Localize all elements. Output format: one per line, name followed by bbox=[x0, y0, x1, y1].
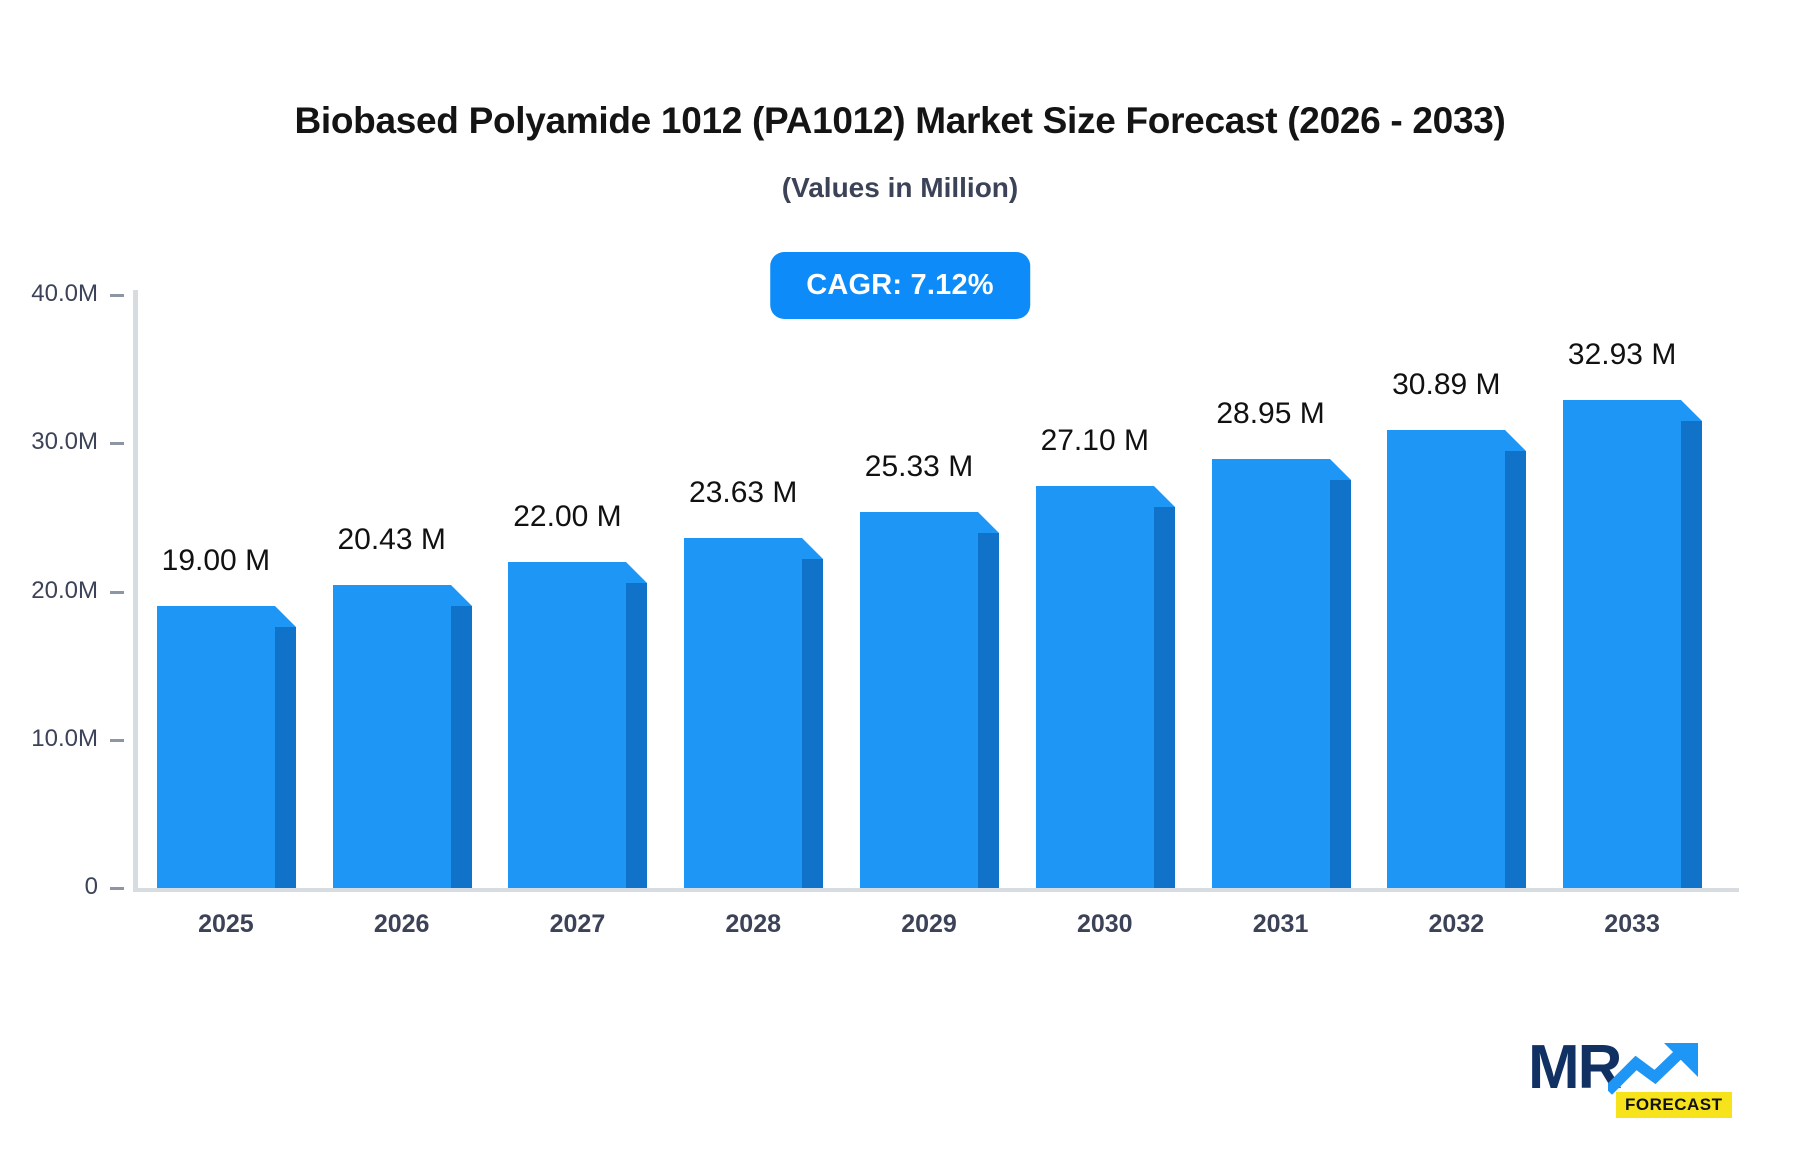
y-axis-tick-label: 30.0M bbox=[31, 428, 98, 456]
bar-top-face bbox=[1329, 458, 1351, 480]
bar-top-face bbox=[978, 512, 999, 534]
bar-column[interactable]: 25.33 M bbox=[860, 450, 999, 888]
y-axis-tick-mark bbox=[110, 590, 124, 594]
bar-top-face bbox=[1681, 399, 1703, 421]
y-axis-line bbox=[133, 290, 138, 892]
bar-side-face bbox=[978, 533, 999, 888]
x-axis-label: 2033 bbox=[1604, 910, 1660, 938]
bar-top-face bbox=[802, 537, 824, 559]
bar-value-label: 25.33 M bbox=[864, 450, 974, 484]
bar-value-label: 32.93 M bbox=[1567, 337, 1677, 371]
x-axis-label: 2030 bbox=[1076, 910, 1133, 938]
x-axis-label: 2032 bbox=[1428, 910, 1485, 938]
bar-side-face bbox=[274, 627, 296, 888]
bar-side-face bbox=[802, 558, 824, 888]
x-axis-label: 2028 bbox=[725, 910, 782, 938]
y-axis-tick-label: 20.0M bbox=[31, 576, 98, 604]
bar-column[interactable]: 23.63 M bbox=[684, 476, 824, 888]
y-axis-tick-label: 10.0M bbox=[31, 724, 98, 752]
bar-top-face bbox=[450, 585, 472, 607]
bar-side-face bbox=[450, 606, 472, 888]
bar-column[interactable]: 19.00 M bbox=[156, 544, 296, 888]
bar-front-face bbox=[1211, 458, 1330, 888]
bar-front-face bbox=[860, 512, 978, 888]
bar-front-face bbox=[1563, 399, 1682, 888]
y-axis-tick-label: 0 bbox=[84, 873, 98, 900]
bar-value-label: 30.89 M bbox=[1392, 368, 1501, 402]
bar-side-face bbox=[1153, 507, 1175, 888]
bar-side-face bbox=[1505, 451, 1527, 888]
bar-side-face bbox=[1329, 479, 1351, 888]
y-axis-tick-label: 40.0M bbox=[31, 280, 98, 307]
bar-front-face bbox=[684, 537, 803, 888]
bar-value-label: 23.63 M bbox=[689, 475, 798, 509]
bar-column[interactable]: 27.10 M bbox=[1035, 424, 1175, 888]
y-axis-tick-mark bbox=[110, 442, 124, 446]
chart-subtitle: (Values in Million) bbox=[781, 172, 1019, 203]
logo-wordmark: MR bbox=[1528, 1033, 1622, 1102]
bar-column[interactable]: 32.93 M bbox=[1563, 338, 1703, 888]
y-axis-tick-mark bbox=[110, 738, 124, 742]
x-axis-label: 2029 bbox=[901, 910, 957, 938]
y-axis-tick-mark bbox=[110, 294, 124, 297]
bar-value-label: 28.95 M bbox=[1216, 396, 1325, 430]
logo-tagline: FORECAST bbox=[1616, 1092, 1732, 1118]
bar-column[interactable]: 30.89 M bbox=[1387, 368, 1527, 888]
bar-column[interactable]: 22.00 M bbox=[508, 500, 648, 888]
bar-front-face bbox=[156, 606, 275, 888]
cagr-badge: CAGR: 7.12% bbox=[770, 252, 1030, 319]
mr-forecast-logo: MR FORECAST bbox=[1528, 1033, 1732, 1125]
bar-value-label: 22.00 M bbox=[513, 499, 622, 533]
bar-value-label: 20.43 M bbox=[337, 523, 446, 557]
y-axis-tick-mark bbox=[110, 887, 124, 890]
bar-top-face bbox=[626, 561, 648, 583]
bar-side-face bbox=[626, 582, 648, 888]
bar-front-face bbox=[1387, 430, 1506, 888]
bar-top-face bbox=[274, 606, 296, 628]
x-axis-label: 2027 bbox=[549, 910, 606, 938]
bar-column[interactable]: 20.43 M bbox=[332, 523, 472, 888]
bar-front-face bbox=[332, 585, 451, 888]
bar-front-face bbox=[1035, 486, 1154, 888]
bar-column[interactable]: 28.95 M bbox=[1211, 397, 1351, 888]
x-axis-label: 2026 bbox=[373, 910, 430, 938]
x-axis-label: 2025 bbox=[198, 910, 254, 938]
x-axis-label: 2031 bbox=[1252, 910, 1309, 938]
page-title: Biobased Polyamide 1012 (PA1012) Market … bbox=[294, 100, 1506, 141]
x-axis-line bbox=[133, 888, 1739, 892]
bar-top-face bbox=[1153, 486, 1175, 508]
bar-side-face bbox=[1681, 420, 1703, 888]
bar-front-face bbox=[508, 561, 627, 888]
bar-top-face bbox=[1505, 430, 1527, 452]
bar-value-label: 27.10 M bbox=[1040, 424, 1149, 458]
bar-value-label: 19.00 M bbox=[161, 544, 271, 578]
growth-arrow-icon bbox=[1604, 1039, 1703, 1100]
